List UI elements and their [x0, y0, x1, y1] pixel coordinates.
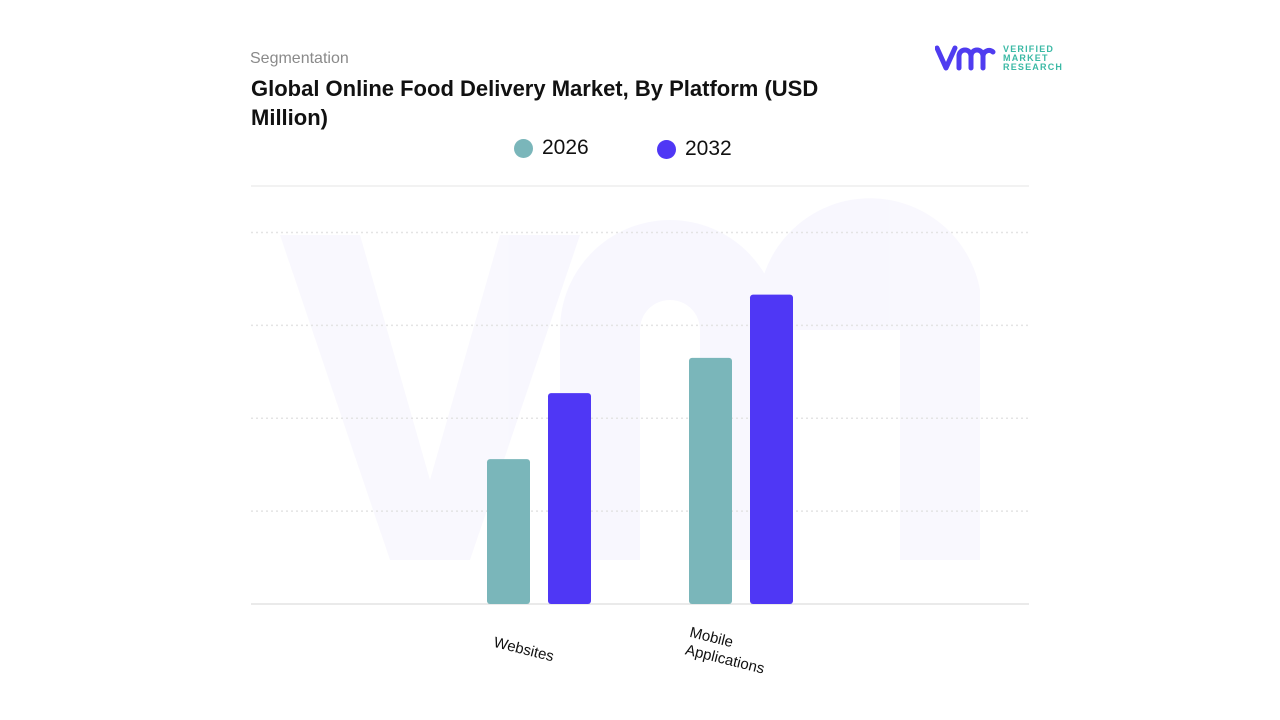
watermark	[280, 198, 980, 560]
vmr-logo: VERIFIED MARKET RESEARCH	[935, 44, 1063, 72]
legend-item-2032: 2032	[657, 137, 732, 161]
bar-websites-2032	[548, 393, 591, 604]
legend-label: 2032	[685, 137, 732, 160]
bar-websites-2026	[487, 459, 530, 604]
legend-label: 2026	[542, 136, 589, 159]
legend-swatch-2026	[514, 138, 533, 158]
segment-label: Segmentation	[250, 50, 349, 67]
vmr-logo-mark	[935, 45, 996, 71]
legend-swatch-2032	[657, 139, 676, 159]
legend-item-2026: 2026	[514, 136, 589, 160]
bar-mobile-applications-2026	[689, 357, 732, 604]
chart-title: Global Online Food Delivery Market, By P…	[251, 76, 819, 130]
bar-mobile-applications-2032	[750, 294, 793, 604]
